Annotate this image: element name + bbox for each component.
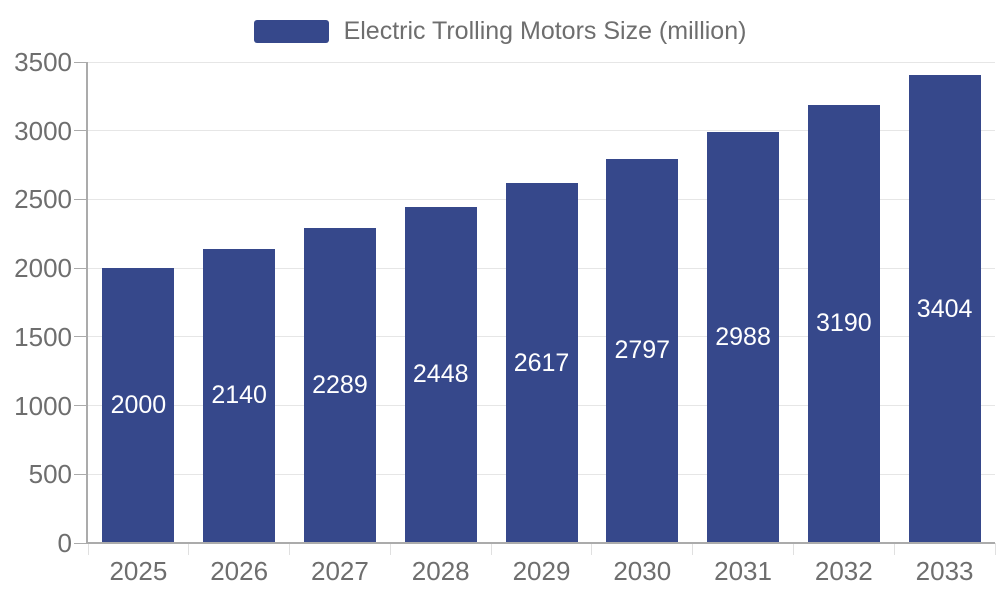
bar-value-label: 3404 [916, 294, 973, 323]
y-axis-tick [74, 130, 88, 132]
y-axis-tick [74, 198, 88, 200]
y-axis-label: 0 [57, 528, 72, 558]
bar: 2000 [102, 268, 175, 543]
y-axis-tick [74, 405, 88, 407]
y-gridline [88, 130, 995, 132]
bar: 2797 [606, 158, 679, 543]
bar-value-label: 2448 [412, 360, 469, 389]
legend-label: Electric Trolling Motors Size (million) [343, 17, 747, 45]
bar: 2448 [404, 206, 477, 543]
bar: 2140 [203, 248, 276, 543]
bar: 3404 [908, 75, 981, 543]
x-axis-label: 2028 [411, 556, 470, 586]
x-axis-tick [389, 543, 391, 555]
bar: 2617 [505, 183, 578, 543]
y-gridline [88, 61, 995, 63]
y-axis-label: 2500 [14, 184, 72, 215]
x-axis-tick [692, 543, 694, 555]
y-axis-tick [74, 542, 88, 544]
x-axis-tick [591, 543, 593, 555]
bar-value-label: 2617 [513, 348, 570, 377]
bar: 2289 [303, 228, 376, 543]
bar-value-label: 3190 [816, 309, 872, 338]
x-axis-label: 2032 [814, 556, 873, 586]
y-axis-label: 1000 [14, 390, 72, 421]
x-axis-line [88, 542, 995, 544]
y-axis-label: 3500 [14, 47, 72, 77]
x-axis-label: 2025 [109, 556, 168, 586]
x-axis-label: 2026 [210, 556, 269, 586]
y-axis-label: 1500 [14, 321, 72, 352]
x-axis-label: 2027 [311, 556, 369, 586]
bar-value-label: 2797 [614, 336, 671, 365]
bar: 3190 [807, 104, 880, 543]
x-axis-tick [893, 543, 895, 555]
y-axis-tick [74, 267, 88, 269]
y-axis-label: 3000 [14, 115, 72, 146]
y-axis-tick [74, 336, 88, 338]
x-axis-tick [87, 543, 89, 555]
x-axis-tick [188, 543, 190, 555]
bar-value-label: 2140 [211, 381, 267, 410]
x-axis-tick [792, 543, 794, 555]
x-axis-label: 2033 [915, 556, 974, 586]
y-axis-tick [74, 61, 88, 63]
y-axis-label: 2000 [14, 253, 72, 284]
y-axis-line [86, 62, 88, 543]
bar-value-label: 2000 [110, 391, 167, 420]
y-axis-label: 500 [28, 459, 72, 490]
x-axis-tick [490, 543, 492, 555]
bar-value-label: 2289 [312, 371, 368, 400]
x-axis-tick [289, 543, 291, 555]
bar: 2988 [707, 132, 780, 543]
bar-value-label: 2988 [715, 323, 771, 352]
x-axis-label: 2029 [512, 556, 571, 586]
legend-item[interactable]: Electric Trolling Motors Size (million) [253, 17, 747, 46]
x-axis-label: 2031 [714, 556, 772, 586]
x-axis-label: 2030 [613, 556, 672, 586]
chart-legend: Electric Trolling Motors Size (million) [0, 17, 1000, 46]
y-axis-tick [74, 473, 88, 475]
legend-swatch-icon [253, 20, 329, 43]
x-axis-tick [994, 543, 996, 555]
